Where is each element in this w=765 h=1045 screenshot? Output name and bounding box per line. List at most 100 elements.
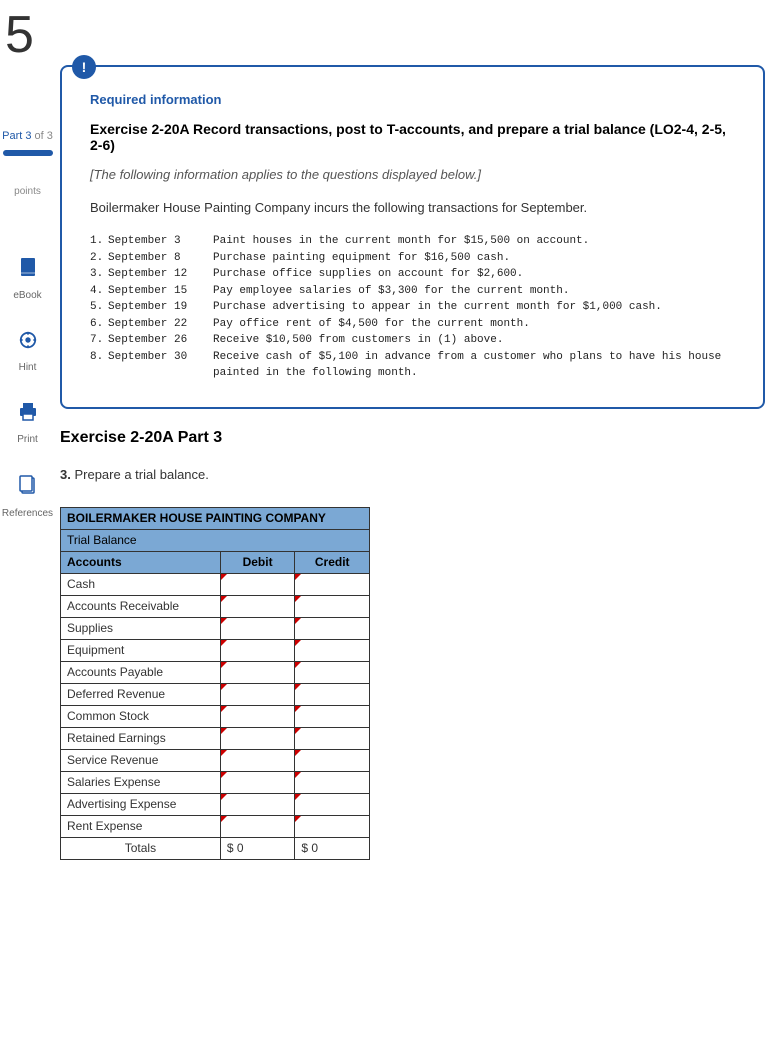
- input-indicator-icon: [221, 816, 227, 822]
- account-name-cell[interactable]: Service Revenue: [61, 749, 221, 771]
- transaction-row: 1.September 3Paint houses in the current…: [90, 233, 735, 250]
- transaction-row: 3.September 12Purchase office supplies o…: [90, 266, 735, 283]
- credit-cell[interactable]: [295, 727, 370, 749]
- debit-cell[interactable]: [220, 793, 295, 815]
- credit-cell[interactable]: [295, 617, 370, 639]
- sidebar-item-ebook[interactable]: eBook: [0, 257, 55, 301]
- credit-cell[interactable]: [295, 771, 370, 793]
- totals-label: Totals: [61, 837, 221, 859]
- transaction-num: 1.: [90, 233, 108, 250]
- account-name-cell[interactable]: Accounts Payable: [61, 661, 221, 683]
- debit-cell[interactable]: [220, 661, 295, 683]
- progress-fill: [3, 150, 53, 156]
- debit-cell[interactable]: [220, 727, 295, 749]
- debit-cell[interactable]: [220, 705, 295, 727]
- sidebar-item-references[interactable]: References: [0, 475, 55, 519]
- input-indicator-icon: [295, 750, 301, 756]
- input-indicator-icon: [295, 794, 301, 800]
- left-sidebar: Part 3 of 3 points eBook Hint Print Refe…: [0, 130, 55, 549]
- table-row: Cash: [61, 573, 370, 595]
- italic-note: [The following information applies to th…: [90, 167, 735, 182]
- table-row: Supplies: [61, 617, 370, 639]
- print-label: Print: [17, 434, 38, 445]
- account-name-cell[interactable]: Cash: [61, 573, 221, 595]
- account-name-cell[interactable]: Accounts Receivable: [61, 595, 221, 617]
- account-name-cell[interactable]: Advertising Expense: [61, 793, 221, 815]
- intro-text: Boilermaker House Painting Company incur…: [90, 200, 735, 215]
- question-number: 5: [5, 5, 34, 65]
- account-name-cell[interactable]: Equipment: [61, 639, 221, 661]
- debit-cell[interactable]: [220, 573, 295, 595]
- table-row: Accounts Receivable: [61, 595, 370, 617]
- transaction-date: September 30: [108, 349, 213, 382]
- credit-cell[interactable]: [295, 793, 370, 815]
- account-name-cell[interactable]: Salaries Expense: [61, 771, 221, 793]
- input-indicator-icon: [295, 728, 301, 734]
- transaction-row: 5.September 19Purchase advertising to ap…: [90, 299, 735, 316]
- references-icon: [0, 475, 55, 501]
- input-indicator-icon: [221, 662, 227, 668]
- table-row: Rent Expense: [61, 815, 370, 837]
- tb-company: BOILERMAKER HOUSE PAINTING COMPANY: [61, 507, 370, 529]
- input-indicator-icon: [221, 728, 227, 734]
- info-box: ! Required information Exercise 2-20A Re…: [60, 65, 765, 409]
- input-indicator-icon: [295, 640, 301, 646]
- debit-cell[interactable]: [220, 617, 295, 639]
- col-credit: Credit: [295, 551, 370, 573]
- sidebar-item-hint[interactable]: Hint: [0, 331, 55, 373]
- transaction-num: 2.: [90, 250, 108, 267]
- input-indicator-icon: [295, 706, 301, 712]
- input-indicator-icon: [221, 794, 227, 800]
- section-title: Exercise 2-20A Part 3: [60, 429, 765, 447]
- account-name-cell[interactable]: Retained Earnings: [61, 727, 221, 749]
- account-name-cell[interactable]: Common Stock: [61, 705, 221, 727]
- credit-cell[interactable]: [295, 661, 370, 683]
- table-row: Deferred Revenue: [61, 683, 370, 705]
- part-label: Part 3 of 3: [0, 130, 55, 142]
- ebook-label: eBook: [13, 290, 41, 301]
- totals-row: Totals $ 0 $ 0: [61, 837, 370, 859]
- credit-cell[interactable]: [295, 815, 370, 837]
- table-row: Salaries Expense: [61, 771, 370, 793]
- account-name-cell[interactable]: Supplies: [61, 617, 221, 639]
- transaction-num: 8.: [90, 349, 108, 382]
- debit-cell[interactable]: [220, 749, 295, 771]
- totals-debit: $ 0: [220, 837, 295, 859]
- hint-label: Hint: [19, 362, 37, 373]
- debit-cell[interactable]: [220, 639, 295, 661]
- transaction-row: 4.September 15Pay employee salaries of $…: [90, 283, 735, 300]
- credit-cell[interactable]: [295, 683, 370, 705]
- required-info-label: Required information: [90, 92, 735, 107]
- instruction-text: Prepare a trial balance.: [74, 467, 208, 482]
- credit-cell[interactable]: [295, 573, 370, 595]
- credit-cell[interactable]: [295, 705, 370, 727]
- book-icon: [0, 257, 55, 283]
- account-name-cell[interactable]: Rent Expense: [61, 815, 221, 837]
- input-indicator-icon: [295, 618, 301, 624]
- input-indicator-icon: [221, 706, 227, 712]
- transaction-desc: Purchase advertising to appear in the cu…: [213, 299, 735, 316]
- sidebar-item-print[interactable]: Print: [0, 403, 55, 445]
- transaction-date: September 15: [108, 283, 213, 300]
- transaction-date: September 22: [108, 316, 213, 333]
- table-row: Retained Earnings: [61, 727, 370, 749]
- transaction-num: 6.: [90, 316, 108, 333]
- credit-cell[interactable]: [295, 639, 370, 661]
- input-indicator-icon: [295, 684, 301, 690]
- info-badge-icon: !: [72, 55, 96, 79]
- transaction-date: September 12: [108, 266, 213, 283]
- transaction-desc: Receive $10,500 from customers in (1) ab…: [213, 332, 735, 349]
- credit-cell[interactable]: [295, 749, 370, 771]
- transaction-desc: Paint houses in the current month for $1…: [213, 233, 735, 250]
- debit-cell[interactable]: [220, 815, 295, 837]
- transaction-row: 8.September 30Receive cash of $5,100 in …: [90, 349, 735, 382]
- debit-cell[interactable]: [220, 771, 295, 793]
- transaction-num: 3.: [90, 266, 108, 283]
- input-indicator-icon: [295, 596, 301, 602]
- credit-cell[interactable]: [295, 595, 370, 617]
- debit-cell[interactable]: [220, 683, 295, 705]
- main-content: ! Required information Exercise 2-20A Re…: [60, 0, 765, 860]
- account-name-cell[interactable]: Deferred Revenue: [61, 683, 221, 705]
- transaction-desc: Pay employee salaries of $3,300 for the …: [213, 283, 735, 300]
- debit-cell[interactable]: [220, 595, 295, 617]
